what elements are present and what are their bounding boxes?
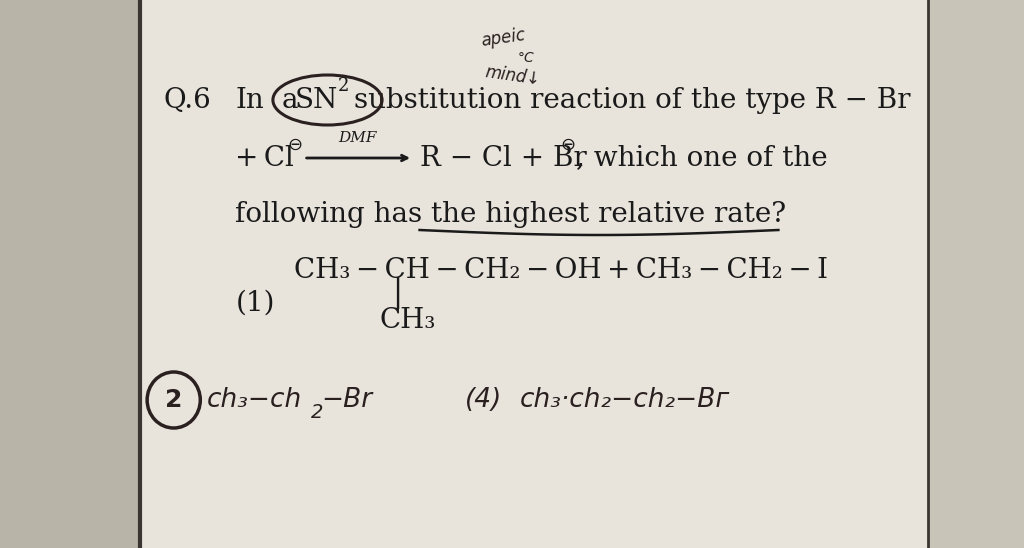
Text: DMF: DMF xyxy=(339,131,377,145)
Text: mind↓: mind↓ xyxy=(483,63,542,89)
Text: ⊖: ⊖ xyxy=(288,136,303,154)
Text: ch₃−ch: ch₃−ch xyxy=(207,387,302,413)
Text: a: a xyxy=(282,87,298,113)
Text: In: In xyxy=(236,87,264,113)
Text: R − Cl + Br: R − Cl + Br xyxy=(420,145,587,172)
Text: following has the highest relative rate?: following has the highest relative rate? xyxy=(236,202,786,229)
Text: , which one of the: , which one of the xyxy=(577,145,827,172)
Text: 2: 2 xyxy=(165,388,182,412)
Text: CH₃ − CH − CH₂ − OH + CH₃ − CH₂ − I: CH₃ − CH − CH₂ − OH + CH₃ − CH₂ − I xyxy=(294,256,828,283)
Text: |: | xyxy=(392,277,401,309)
Text: + Cl: + Cl xyxy=(236,145,294,172)
Text: SN: SN xyxy=(294,87,338,113)
Text: °C: °C xyxy=(517,51,535,65)
Text: −Br: −Br xyxy=(321,387,372,413)
Text: CH₃: CH₃ xyxy=(380,306,436,334)
Text: Q.6: Q.6 xyxy=(163,87,211,113)
Text: ch₃·ch₂−ch₂−Bг: ch₃·ch₂−ch₂−Bг xyxy=(520,387,730,413)
Text: ⊖: ⊖ xyxy=(560,136,575,154)
Text: apeiс: apeiс xyxy=(479,26,526,50)
Text: 2: 2 xyxy=(338,77,349,95)
Text: (4): (4) xyxy=(465,387,503,413)
Text: (1): (1) xyxy=(236,289,274,317)
Bar xyxy=(0,0,140,548)
Text: substitution reaction of the type R − Br: substitution reaction of the type R − Br xyxy=(354,87,910,113)
Bar xyxy=(140,0,929,548)
Text: 2: 2 xyxy=(311,402,324,421)
